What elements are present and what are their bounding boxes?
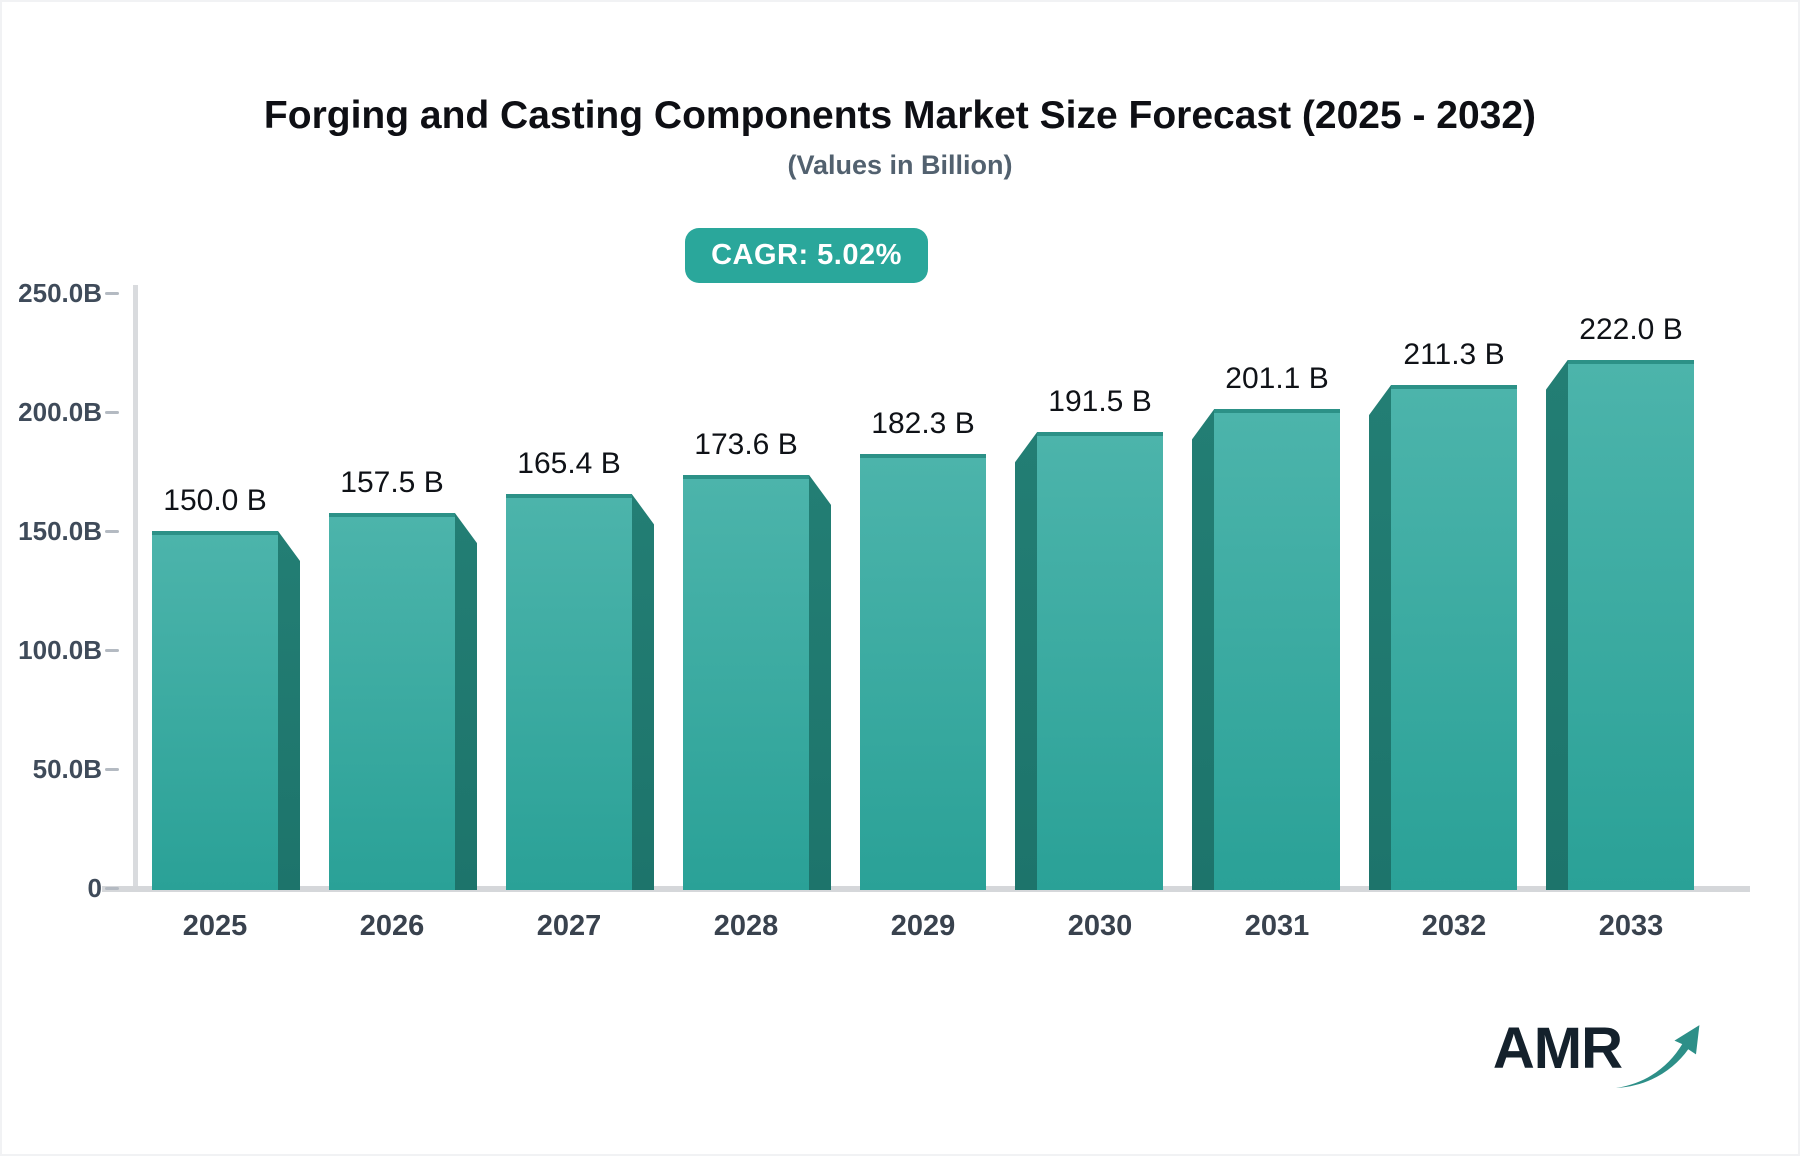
x-axis-tick-label: 2028 xyxy=(713,910,779,942)
y-axis-tick-label: 250.0B xyxy=(18,278,102,308)
bar-side-face xyxy=(278,531,300,890)
bar-value-label: 211.3 B xyxy=(1403,338,1505,372)
bar-value-label: 182.3 B xyxy=(871,407,975,441)
x-axis-tick-label: 2031 xyxy=(1244,910,1310,942)
x-axis-tick-label: 2032 xyxy=(1421,910,1487,942)
bar-2027 xyxy=(506,494,632,890)
y-axis-tick-label: 50.0B xyxy=(32,754,102,784)
bar-value-label: 191.5 B xyxy=(1048,385,1152,419)
x-axis-tick-label: 2030 xyxy=(1067,910,1133,942)
bar-2031 xyxy=(1214,409,1340,890)
chart-title: Forging and Casting Components Market Si… xyxy=(263,94,1537,137)
bar-2030 xyxy=(1037,432,1163,890)
bar-side-face xyxy=(1369,385,1391,890)
bar-2032 xyxy=(1391,385,1517,890)
y-axis-tick-mark xyxy=(105,768,119,771)
growth-arrow-icon xyxy=(1616,1025,1700,1088)
bar-value-label: 201.1 B xyxy=(1225,362,1329,396)
amr-logo-text: AMR xyxy=(1492,1016,1623,1081)
bar-side-face xyxy=(1192,409,1214,890)
y-axis-tick-label: 100.0B xyxy=(18,635,102,665)
bar-value-label: 222.0 B xyxy=(1579,312,1683,346)
y-axis-tick-mark xyxy=(105,292,119,295)
bar-side-face xyxy=(632,494,654,890)
y-axis-tick-label: 0 xyxy=(87,873,102,903)
x-axis-tick-label: 2033 xyxy=(1598,910,1664,942)
bar-side-face xyxy=(1546,359,1568,890)
x-axis-tick-label: 2026 xyxy=(359,910,425,942)
y-axis-tick-label: 200.0B xyxy=(18,397,102,427)
bar-side-face xyxy=(455,513,477,890)
cagr-badge: CAGR: 5.02% xyxy=(685,228,928,283)
bar-2026 xyxy=(329,513,455,890)
bar-side-face xyxy=(809,474,831,890)
amr-logo: AMR xyxy=(1493,1020,1702,1092)
x-axis-tick-label: 2025 xyxy=(182,910,248,942)
x-axis-tick-label: 2027 xyxy=(536,910,602,942)
bar-2033 xyxy=(1568,359,1694,890)
bar-2025 xyxy=(152,531,278,890)
y-axis-tick-mark xyxy=(105,887,119,890)
bar-value-label: 165.4 B xyxy=(517,447,621,481)
y-axis-tick-mark xyxy=(105,649,119,652)
y-axis-tick-mark xyxy=(105,411,119,414)
chart-subtitle: (Values in Billion) xyxy=(787,150,1013,180)
bar-value-label: 173.6 B xyxy=(694,427,798,461)
cagr-badge-label: CAGR: 5.02% xyxy=(711,239,902,271)
bar-side-face xyxy=(1015,432,1037,890)
y-axis-line xyxy=(133,285,138,891)
bar-2028 xyxy=(683,474,809,890)
y-axis-tick-label: 150.0B xyxy=(18,516,102,546)
bar-value-label: 150.0 B xyxy=(163,484,267,517)
bar-2029 xyxy=(860,454,986,890)
y-axis-tick-mark xyxy=(105,530,119,533)
x-axis-tick-label: 2029 xyxy=(890,910,956,942)
bar-value-label: 157.5 B xyxy=(340,466,444,500)
